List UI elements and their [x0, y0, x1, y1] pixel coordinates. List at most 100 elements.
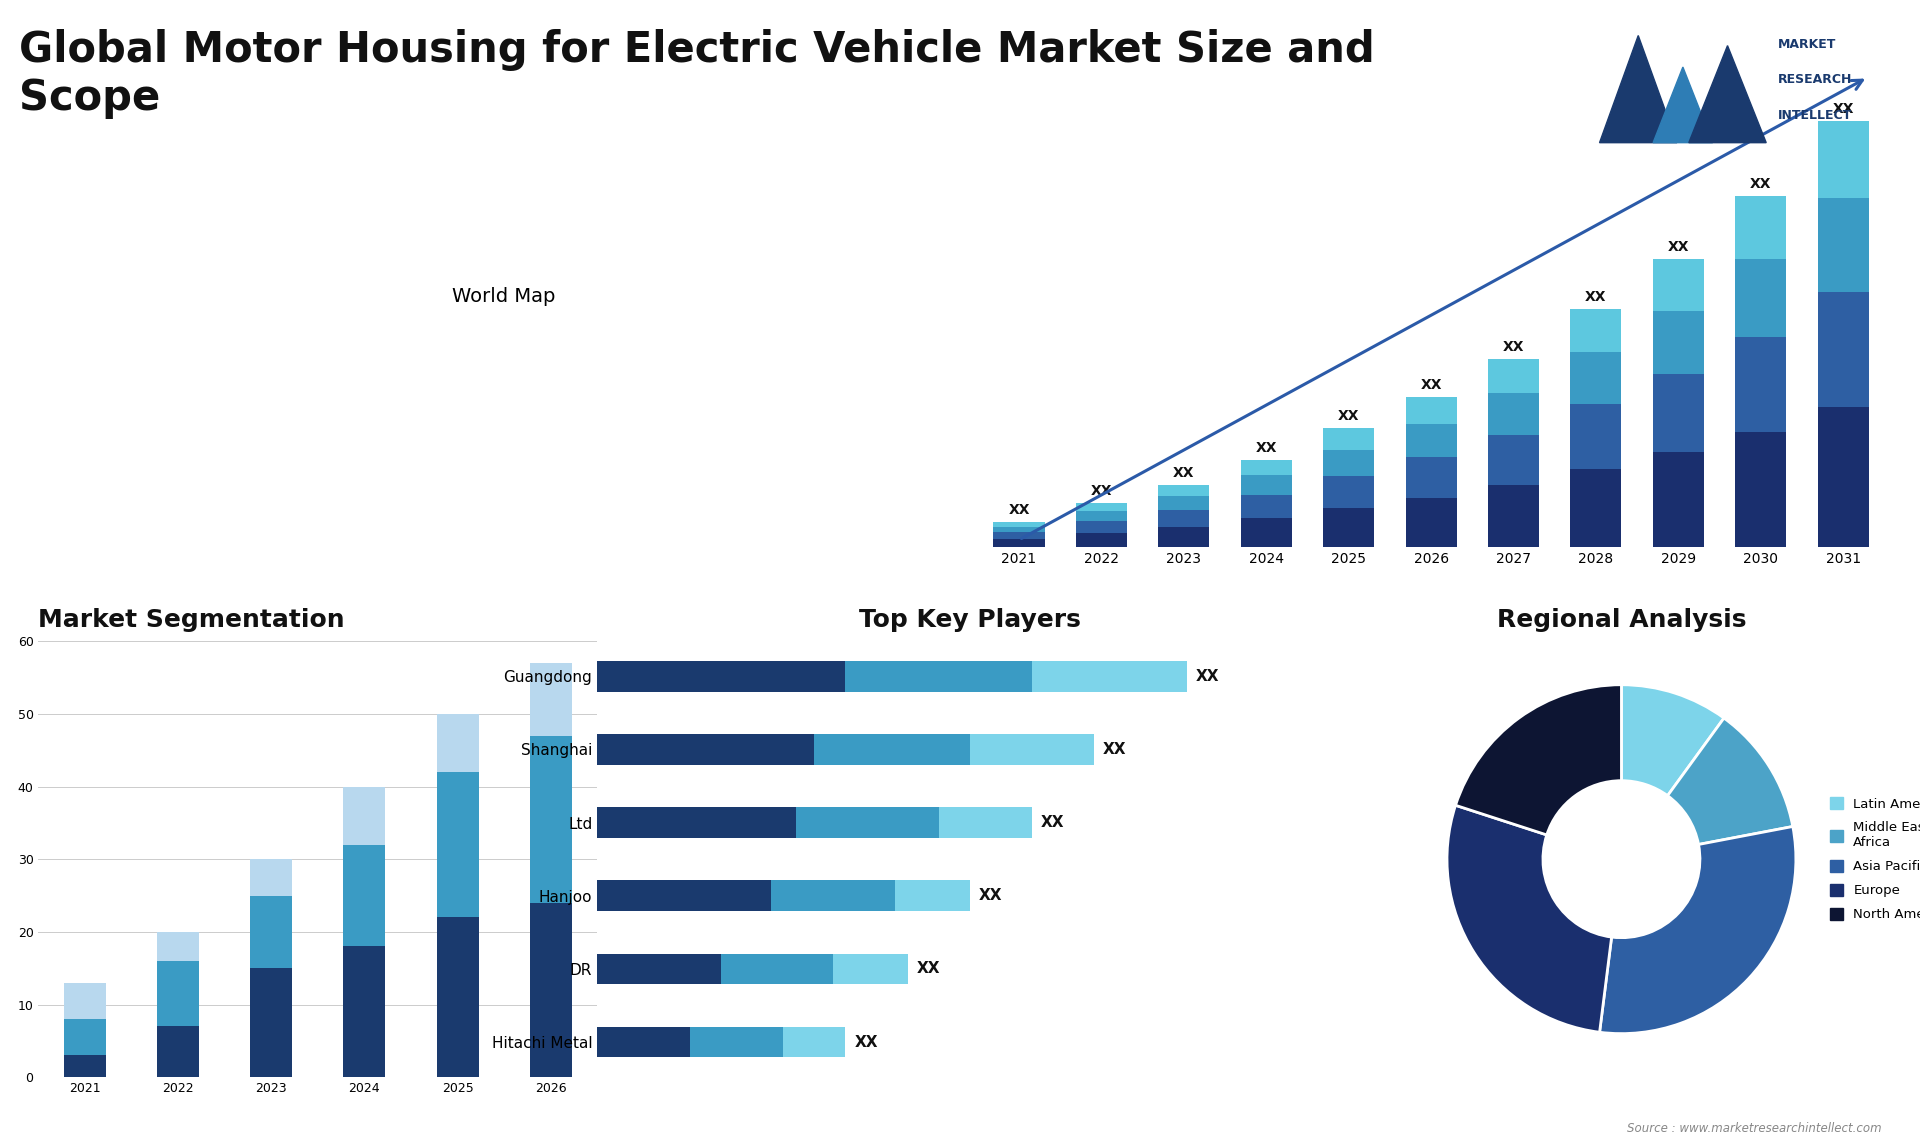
Text: XX: XX: [1421, 378, 1442, 392]
Bar: [772, 880, 895, 911]
Text: XX: XX: [1008, 503, 1029, 517]
Bar: [1405, 497, 1457, 548]
Text: XX: XX: [1091, 485, 1112, 499]
Text: MARKET: MARKET: [1778, 38, 1837, 52]
Bar: [1240, 476, 1292, 495]
Bar: [1405, 424, 1457, 457]
Text: World Map: World Map: [453, 288, 555, 306]
Bar: [1653, 453, 1703, 548]
Bar: [1405, 457, 1457, 497]
Bar: [939, 807, 1031, 838]
Bar: [530, 903, 572, 1077]
Bar: [833, 953, 908, 984]
Text: XX: XX: [1503, 340, 1524, 354]
Bar: [1405, 397, 1457, 424]
Polygon shape: [1653, 68, 1713, 143]
Bar: [1323, 476, 1375, 508]
Bar: [597, 953, 722, 984]
Bar: [970, 735, 1094, 764]
Bar: [530, 662, 572, 736]
Wedge shape: [1455, 685, 1622, 835]
Polygon shape: [1690, 46, 1766, 143]
Bar: [1571, 405, 1620, 469]
Title: Regional Analysis: Regional Analysis: [1498, 609, 1745, 633]
Title: Top Key Players: Top Key Players: [858, 609, 1081, 633]
Bar: [1571, 469, 1620, 548]
Bar: [1736, 337, 1786, 432]
Bar: [1488, 360, 1540, 393]
Bar: [597, 807, 795, 838]
Bar: [1736, 259, 1786, 337]
Bar: [157, 932, 200, 961]
Bar: [1240, 495, 1292, 518]
Bar: [1653, 259, 1703, 311]
Bar: [1075, 521, 1127, 533]
Bar: [436, 714, 478, 772]
Text: XX: XX: [979, 888, 1002, 903]
Bar: [597, 880, 772, 911]
Text: RESEARCH: RESEARCH: [1778, 73, 1853, 86]
Bar: [1653, 311, 1703, 375]
Bar: [993, 539, 1044, 548]
Bar: [597, 1027, 691, 1058]
Bar: [1075, 503, 1127, 511]
Polygon shape: [1599, 36, 1676, 143]
Wedge shape: [1448, 806, 1611, 1033]
Bar: [845, 661, 1031, 692]
Bar: [1323, 508, 1375, 548]
Bar: [722, 953, 833, 984]
Bar: [250, 860, 292, 895]
Text: XX: XX: [1586, 290, 1607, 304]
Bar: [63, 1019, 106, 1055]
Bar: [63, 983, 106, 1019]
Bar: [895, 880, 970, 911]
Text: Market Segmentation: Market Segmentation: [38, 609, 346, 633]
Bar: [1158, 496, 1210, 510]
Text: Global Motor Housing for Electric Vehicle Market Size and
Scope: Global Motor Housing for Electric Vehicl…: [19, 29, 1375, 119]
Bar: [1571, 309, 1620, 352]
Bar: [1818, 407, 1868, 548]
Text: XX: XX: [1173, 465, 1194, 480]
Bar: [157, 961, 200, 1027]
Bar: [1158, 510, 1210, 527]
Text: XX: XX: [854, 1035, 877, 1050]
Bar: [1075, 511, 1127, 521]
Bar: [1075, 533, 1127, 548]
Bar: [993, 523, 1044, 527]
Text: Source : www.marketresearchintellect.com: Source : www.marketresearchintellect.com: [1626, 1122, 1882, 1135]
Text: XX: XX: [1041, 815, 1064, 830]
Legend: Type, Application, Geography: Type, Application, Geography: [634, 649, 768, 743]
Legend: Latin America, Middle East &
Africa, Asia Pacific, Europe, North America: Latin America, Middle East & Africa, Asi…: [1824, 792, 1920, 926]
Bar: [250, 895, 292, 968]
Bar: [1158, 485, 1210, 496]
Text: XX: XX: [1338, 409, 1359, 423]
Bar: [1323, 429, 1375, 449]
Bar: [597, 661, 845, 692]
Wedge shape: [1620, 685, 1724, 795]
Bar: [1818, 121, 1868, 198]
Bar: [1736, 196, 1786, 259]
Bar: [250, 968, 292, 1077]
Bar: [344, 845, 386, 947]
Bar: [1571, 352, 1620, 405]
Bar: [1323, 449, 1375, 476]
Bar: [1736, 432, 1786, 548]
Text: XX: XX: [1196, 669, 1219, 684]
Bar: [157, 1027, 200, 1077]
Text: XX: XX: [1668, 240, 1690, 254]
Bar: [1031, 661, 1187, 692]
Text: XX: XX: [1832, 102, 1855, 116]
Wedge shape: [1599, 826, 1795, 1034]
Text: XX: XX: [1256, 440, 1277, 455]
Text: XX: XX: [918, 961, 941, 976]
Bar: [783, 1027, 845, 1058]
Bar: [1488, 393, 1540, 434]
Bar: [795, 807, 939, 838]
Text: XX: XX: [1749, 178, 1772, 191]
Bar: [63, 1055, 106, 1077]
Bar: [597, 735, 814, 764]
Bar: [530, 736, 572, 903]
Bar: [436, 772, 478, 917]
Bar: [1240, 518, 1292, 548]
Bar: [1488, 485, 1540, 548]
